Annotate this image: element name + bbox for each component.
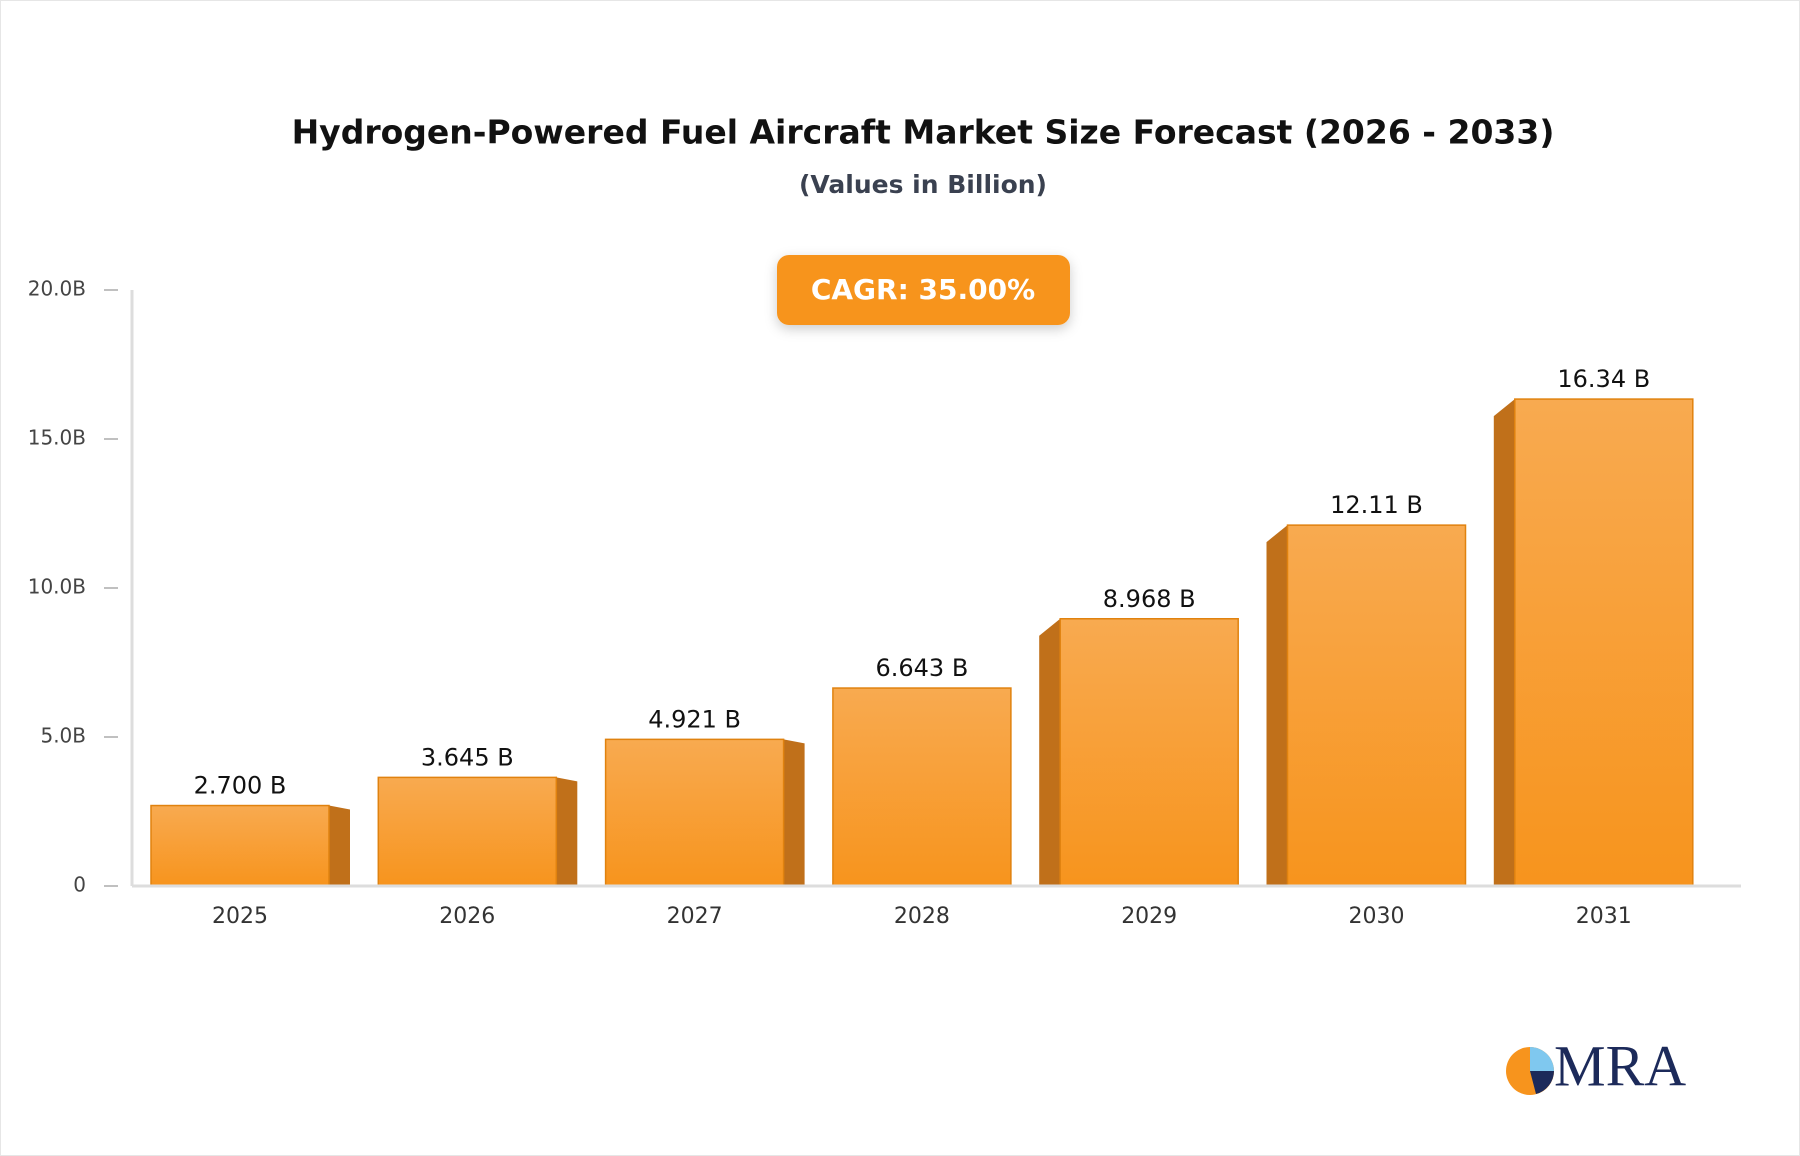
bar [150, 804, 330, 887]
y-tick-label: 5.0B [40, 724, 86, 748]
cagr-badge [777, 255, 1070, 325]
y-tick-label: 10.0B [28, 575, 86, 599]
bar-side [329, 805, 350, 886]
bar [1286, 524, 1467, 887]
logo-text: MRA [1554, 1033, 1686, 1098]
x-tick-label: 2027 [667, 904, 723, 929]
value-label: 16.34 B [1557, 365, 1650, 393]
y-tick-label: 0 [73, 873, 86, 897]
chart-title: Hydrogen-Powered Fuel Aircraft Market Si… [292, 113, 1555, 152]
bar-side [1039, 618, 1061, 886]
value-label: 4.921 B [648, 705, 741, 733]
x-tick-label: 2025 [212, 904, 268, 929]
cagr-label: CAGR: 35.00% [811, 273, 1035, 306]
chart-subtitle: (Values in Billion) [799, 170, 1047, 199]
x-tick-label: 2030 [1349, 904, 1405, 929]
value-label: 2.700 B [194, 772, 287, 800]
bar-side [1493, 399, 1515, 886]
value-label: 8.968 B [1103, 585, 1196, 613]
bar-side [1266, 525, 1288, 886]
bar [832, 687, 1012, 887]
bar [377, 776, 558, 887]
y-tick-label: 20.0B [28, 277, 86, 301]
bar [1059, 618, 1239, 887]
logo: MRA [1506, 1033, 1686, 1098]
value-label: 3.645 B [421, 743, 514, 771]
logo-icon [1530, 1047, 1554, 1071]
x-tick-label: 2031 [1576, 904, 1632, 929]
logo-icon [1530, 1071, 1554, 1094]
x-tick-label: 2026 [439, 904, 495, 929]
value-label: 12.11 B [1330, 491, 1423, 519]
bar [604, 738, 785, 887]
y-tick-label: 15.0B [28, 426, 86, 450]
bar-side [783, 739, 805, 886]
bar-side [556, 777, 578, 886]
bar [1514, 398, 1694, 887]
value-label: 6.643 B [875, 654, 968, 682]
x-tick-label: 2029 [1121, 904, 1177, 929]
x-tick-label: 2028 [894, 904, 950, 929]
